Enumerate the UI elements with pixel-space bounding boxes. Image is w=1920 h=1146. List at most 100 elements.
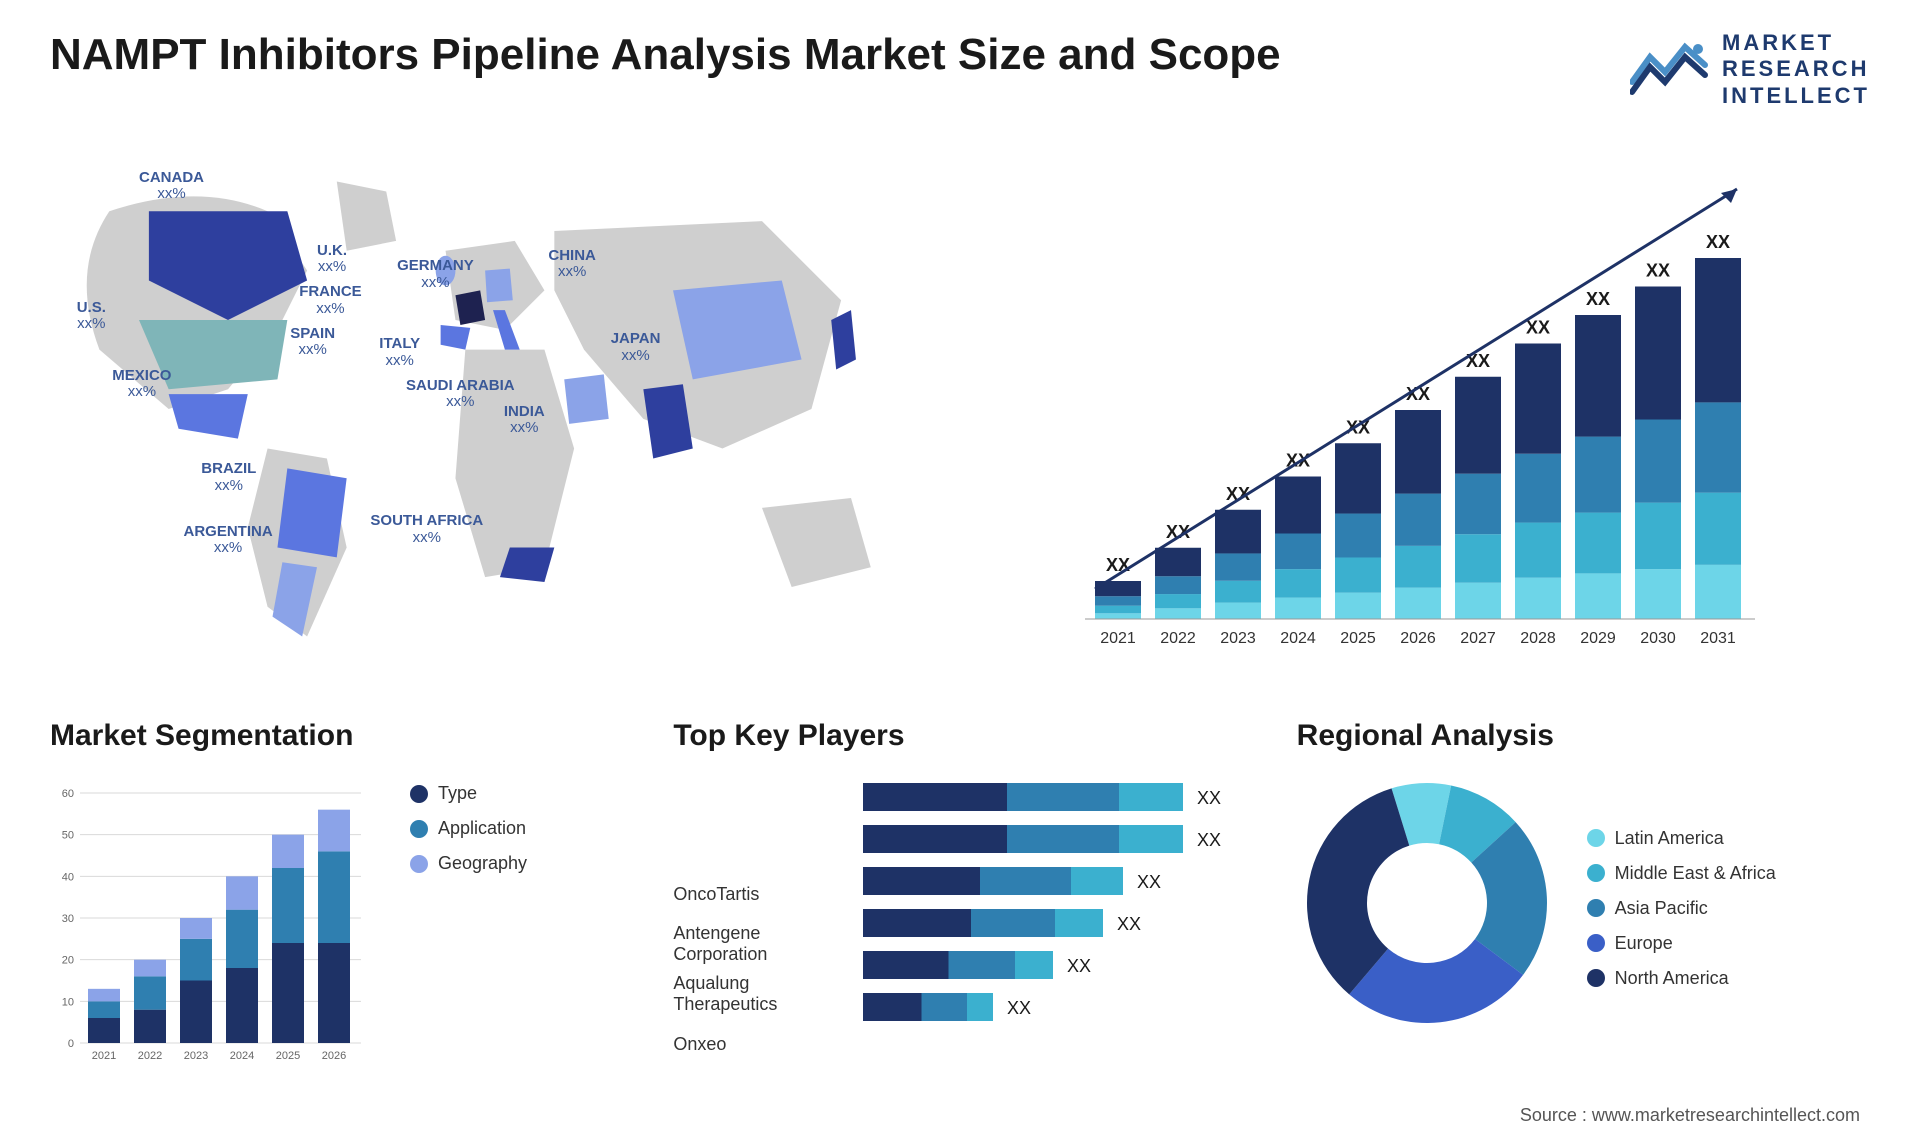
growth-bar-segment	[1215, 581, 1261, 603]
growth-bar-segment	[1215, 510, 1261, 554]
logo-icon	[1630, 37, 1710, 102]
map-label: INDIAxx%	[504, 404, 545, 437]
source-note: Source : www.marketresearchintellect.com	[1520, 1105, 1860, 1126]
legend-swatch	[1587, 969, 1605, 987]
legend-item: Europe	[1587, 933, 1776, 954]
seg-bar-segment	[226, 910, 258, 968]
seg-bar-segment	[88, 1018, 120, 1043]
growth-bar-segment	[1395, 588, 1441, 619]
growth-bar-segment	[1575, 315, 1621, 437]
growth-year-label: 2025	[1340, 630, 1376, 647]
map-label: SOUTH AFRICAxx%	[370, 513, 483, 546]
svg-text:2024: 2024	[230, 1050, 254, 1062]
segmentation-title: Market Segmentation	[50, 719, 623, 753]
players-bar-segment	[863, 825, 1007, 853]
growth-bar-segment	[1515, 578, 1561, 619]
players-bar-segment	[863, 867, 980, 895]
growth-bar-segment	[1095, 596, 1141, 606]
map-label: ARGENTINAxx%	[184, 524, 273, 557]
growth-bar-label: XX	[1466, 351, 1490, 371]
growth-year-label: 2022	[1160, 630, 1196, 647]
world-map: CANADAxx%U.S.xx%MEXICOxx%BRAZILxx%ARGENT…	[50, 149, 940, 669]
legend-item: Type	[410, 783, 527, 804]
players-label	[673, 773, 843, 815]
svg-text:40: 40	[62, 872, 74, 884]
growth-bar-segment	[1695, 565, 1741, 619]
map-label: U.S.xx%	[77, 300, 106, 333]
svg-text:10: 10	[62, 997, 74, 1009]
growth-bar-segment	[1455, 377, 1501, 474]
page-title: NAMPT Inhibitors Pipeline Analysis Marke…	[50, 30, 1281, 80]
map-label: CANADAxx%	[139, 170, 204, 203]
players-label: Antengene Corporation	[673, 923, 843, 965]
players-bar-segment	[1119, 783, 1183, 811]
map-label: MEXICOxx%	[112, 368, 171, 401]
logo-text: MARKET RESEARCH INTELLECT	[1722, 30, 1870, 109]
growth-bar-segment	[1095, 606, 1141, 614]
svg-text:2023: 2023	[184, 1050, 208, 1062]
growth-bar-segment	[1635, 503, 1681, 570]
growth-bar-label: XX	[1706, 232, 1730, 252]
growth-bar-segment	[1455, 474, 1501, 535]
svg-text:2025: 2025	[276, 1050, 300, 1062]
segmentation-legend: Type Application Geography	[410, 773, 527, 1063]
seg-bar-segment	[180, 918, 212, 939]
growth-bar-segment	[1695, 493, 1741, 565]
legend-label: Geography	[438, 853, 527, 874]
growth-bar-segment	[1155, 548, 1201, 577]
legend-item: Latin America	[1587, 828, 1776, 849]
logo-text-line3: INTELLECT	[1722, 83, 1870, 109]
seg-bar-segment	[134, 960, 166, 977]
svg-text:30: 30	[62, 913, 74, 925]
svg-text:2026: 2026	[322, 1050, 346, 1062]
map-label: FRANCExx%	[299, 284, 362, 317]
players-bar-segment	[1055, 909, 1103, 937]
growth-year-label: 2026	[1400, 630, 1436, 647]
seg-bar-segment	[318, 852, 350, 944]
legend-label: Asia Pacific	[1615, 898, 1708, 919]
seg-bar-segment	[88, 1002, 120, 1019]
players-label: Onxeo	[673, 1023, 843, 1065]
legend-swatch	[410, 855, 428, 873]
growth-bar-segment	[1455, 534, 1501, 582]
legend-label: North America	[1615, 968, 1729, 989]
legend-label: Latin America	[1615, 828, 1724, 849]
players-bar-segment	[1071, 867, 1123, 895]
growth-bar-segment	[1275, 477, 1321, 534]
map-label: JAPANxx%	[611, 331, 661, 364]
seg-bar-segment	[272, 835, 304, 868]
svg-text:2021: 2021	[92, 1050, 116, 1062]
players-value-label: XX	[1197, 788, 1221, 808]
legend-item: North America	[1587, 968, 1776, 989]
legend-swatch	[1587, 899, 1605, 917]
growth-year-label: 2030	[1640, 630, 1676, 647]
logo-text-line2: RESEARCH	[1722, 56, 1870, 82]
players-label: OncoTartis	[673, 873, 843, 915]
seg-bar-segment	[272, 868, 304, 943]
players-bar-segment	[949, 951, 1016, 979]
growth-bar-segment	[1335, 514, 1381, 558]
growth-bar-segment	[1275, 598, 1321, 619]
legend-swatch	[1587, 829, 1605, 847]
players-bar-segment	[1119, 825, 1183, 853]
growth-bar-segment	[1455, 583, 1501, 619]
players-labels: OncoTartisAntengene CorporationAqualung …	[673, 773, 843, 1065]
growth-bar-segment	[1155, 594, 1201, 608]
growth-bar-segment	[1635, 569, 1681, 619]
logo-text-line1: MARKET	[1722, 30, 1870, 56]
players-value-label: XX	[1197, 830, 1221, 850]
svg-text:60: 60	[62, 788, 74, 800]
players-title: Top Key Players	[673, 719, 1246, 753]
legend-item: Application	[410, 818, 527, 839]
growth-bar-segment	[1275, 534, 1321, 570]
legend-label: Application	[438, 818, 526, 839]
legend-swatch	[1587, 864, 1605, 882]
players-bar-segment	[971, 909, 1055, 937]
map-label: ITALYxx%	[379, 336, 420, 369]
growth-bar-segment	[1575, 513, 1621, 574]
growth-bar-segment	[1335, 558, 1381, 593]
regional-title: Regional Analysis	[1297, 719, 1870, 753]
legend-label: Middle East & Africa	[1615, 863, 1776, 884]
svg-text:50: 50	[62, 830, 74, 842]
growth-bar-segment	[1155, 576, 1201, 594]
